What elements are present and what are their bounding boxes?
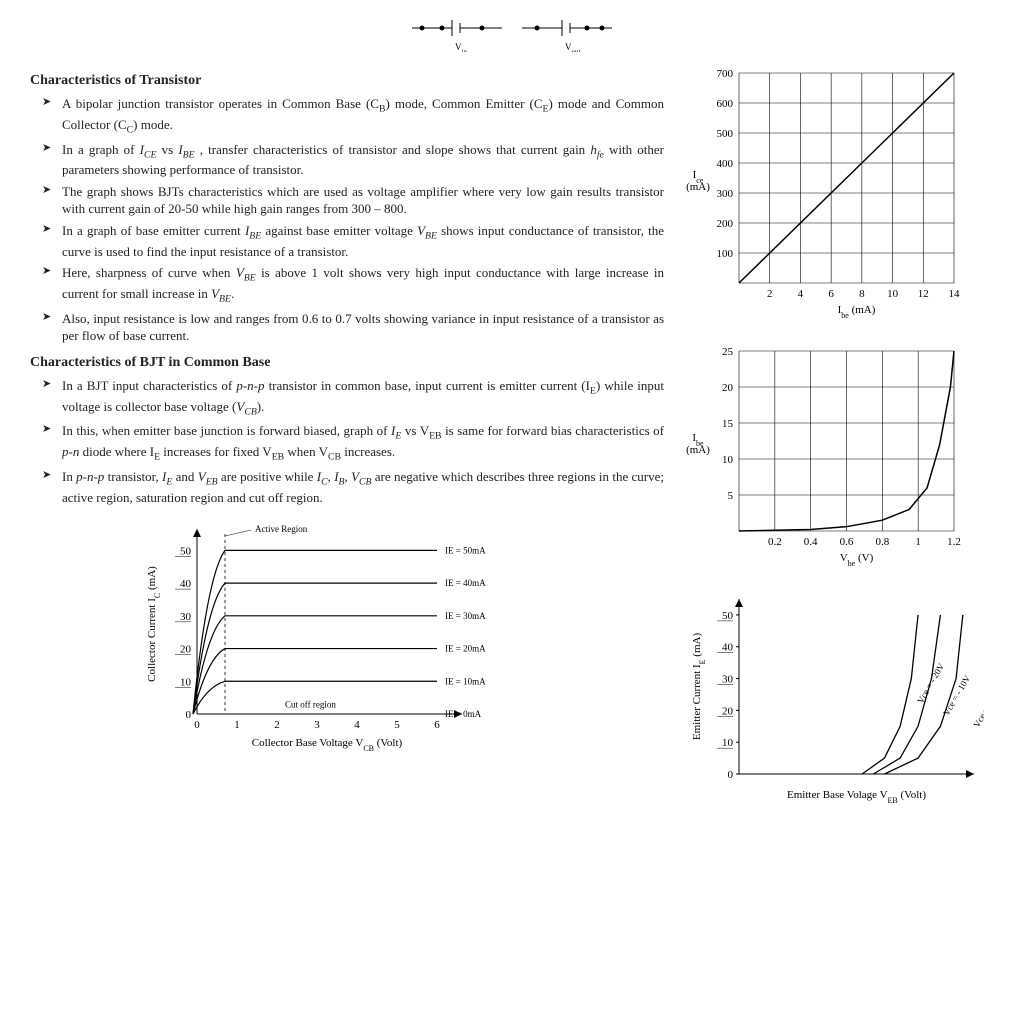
bullets-transistor: A bipolar junction transistor operates i… (48, 95, 664, 345)
svg-text:200: 200 (717, 218, 734, 230)
svg-text:25: 25 (722, 346, 734, 358)
chart-input-conductance: 5101520250.20.40.60.811.2Ibe(mA)Vbe (V) (684, 341, 964, 571)
svg-text:50: 50 (180, 545, 192, 557)
chart-input-characteristics: 01020304050Vce = - 20VVce = - 10VVce = -… (684, 589, 984, 809)
circuit-svg: Vin Vout (392, 20, 632, 52)
bullet-6: Also, input resistance is low and ranges… (48, 310, 664, 345)
heading-bjt: Characteristics of BJT in Common Base (30, 355, 664, 371)
svg-text:15: 15 (722, 418, 734, 430)
bullet-4: In a graph of base emitter current IBE a… (48, 222, 664, 260)
svg-text:20: 20 (722, 705, 734, 717)
svg-text:40: 40 (722, 642, 734, 654)
svg-text:Active Region: Active Region (255, 524, 308, 534)
svg-text:(mA): (mA) (686, 181, 710, 193)
svg-text:IE = 0mA: IE = 0mA (445, 709, 482, 719)
bullet-c2: In this, when emitter base junction is f… (48, 422, 664, 464)
svg-text:20: 20 (180, 644, 192, 656)
svg-text:IE = 50mA: IE = 50mA (445, 545, 486, 555)
svg-text:300: 300 (717, 188, 734, 200)
svg-text:IE = 40mA: IE = 40mA (445, 578, 486, 588)
svg-text:IE = 20mA: IE = 20mA (445, 644, 486, 654)
svg-text:0.4: 0.4 (804, 536, 818, 548)
svg-text:Collector Current IC (mA): Collector Current IC (mA) (146, 566, 162, 682)
svg-text:Emitter Base Volage VEB (Volt): Emitter Base Volage VEB (Volt) (787, 789, 926, 805)
svg-text:Ibe (mA): Ibe (mA) (838, 304, 876, 320)
svg-text:10: 10 (180, 676, 192, 688)
circuit-snippet: Vin Vout (30, 20, 994, 55)
svg-text:6: 6 (434, 719, 440, 731)
svg-text:4: 4 (354, 719, 360, 731)
svg-text:100: 100 (717, 248, 734, 260)
chart-column: 1002003004005006007002468101214Ice(mA)Ib… (684, 63, 994, 827)
svg-text:50: 50 (722, 610, 734, 622)
svg-text:5: 5 (394, 719, 400, 731)
svg-text:6: 6 (828, 288, 834, 300)
svg-text:Vout: Vout (565, 42, 581, 52)
bullet-c3: In p-n-p transistor, IE and VEB are posi… (48, 468, 664, 506)
svg-text:0.6: 0.6 (840, 536, 854, 548)
chart-output-characteristics: 0 10 20 30 40 50 0 1 2 3 4 5 6 Active Region IE = 50mA… (137, 514, 557, 754)
bullet-5: Here, sharpness of curve when VBE is abo… (48, 264, 664, 306)
svg-text:Collector Base Voltage VCB (Vo: Collector Base Voltage VCB (Volt) (252, 737, 403, 753)
svg-text:10: 10 (887, 288, 899, 300)
svg-text:IE = 30mA: IE = 30mA (445, 611, 486, 621)
svg-text:0: 0 (728, 769, 734, 781)
chart-transfer: 1002003004005006007002468101214Ice(mA)Ib… (684, 63, 964, 323)
svg-text:10: 10 (722, 454, 734, 466)
svg-text:10: 10 (722, 737, 734, 749)
svg-text:Vce = - 20V: Vce = - 20V (915, 661, 946, 705)
svg-text:0: 0 (186, 709, 192, 721)
bullet-2: In a graph of ICE vs IBE , transfer char… (48, 141, 664, 179)
svg-text:30: 30 (722, 674, 734, 686)
svg-text:600: 600 (717, 98, 734, 110)
svg-text:0.8: 0.8 (875, 536, 889, 548)
svg-text:14: 14 (949, 288, 961, 300)
bullets-bjt: In a BJT input characteristics of p-n-p … (48, 377, 664, 506)
svg-text:40: 40 (180, 578, 192, 590)
svg-text:1: 1 (915, 536, 921, 548)
svg-text:30: 30 (180, 611, 192, 623)
svg-text:12: 12 (918, 288, 929, 300)
svg-text:Vbe (V): Vbe (V) (840, 552, 874, 568)
svg-text:400: 400 (717, 158, 734, 170)
svg-text:0.2: 0.2 (768, 536, 782, 548)
svg-text:Emitter Current IE (mA): Emitter Current IE (mA) (691, 633, 707, 741)
bullet-3: The graph shows BJTs characteristics whi… (48, 183, 664, 218)
svg-text:700: 700 (717, 68, 734, 80)
heading-transistor: Characteristics of Transistor (30, 73, 664, 89)
svg-text:5: 5 (728, 490, 734, 502)
svg-text:(mA): (mA) (686, 444, 710, 456)
svg-text:3: 3 (314, 719, 320, 731)
svg-text:IE = 10mA: IE = 10mA (445, 676, 486, 686)
bullet-1: A bipolar junction transistor operates i… (48, 95, 664, 137)
svg-text:20: 20 (722, 382, 734, 394)
svg-text:1.2: 1.2 (947, 536, 961, 548)
svg-text:4: 4 (798, 288, 804, 300)
svg-text:500: 500 (717, 128, 734, 140)
bullet-c1: In a BJT input characteristics of p-n-p … (48, 377, 664, 419)
svg-text:Vin: Vin (455, 42, 467, 52)
svg-text:Vce = - 0: Vce = - 0 (972, 695, 984, 730)
svg-text:Cut off region: Cut off region (285, 700, 336, 710)
svg-text:0: 0 (194, 719, 200, 731)
svg-text:1: 1 (234, 719, 240, 731)
svg-text:2: 2 (274, 719, 280, 731)
svg-text:8: 8 (859, 288, 865, 300)
text-column: Characteristics of Transistor A bipolar … (30, 63, 664, 827)
svg-text:2: 2 (767, 288, 773, 300)
